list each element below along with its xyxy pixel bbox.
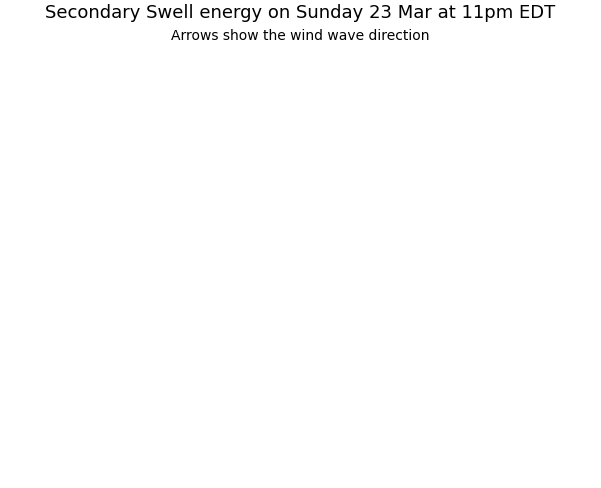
Text: Secondary Swell energy on Sunday 23 Mar at 11pm EDT: Secondary Swell energy on Sunday 23 Mar … xyxy=(45,4,556,22)
Text: Arrows show the wind wave direction: Arrows show the wind wave direction xyxy=(171,29,430,43)
